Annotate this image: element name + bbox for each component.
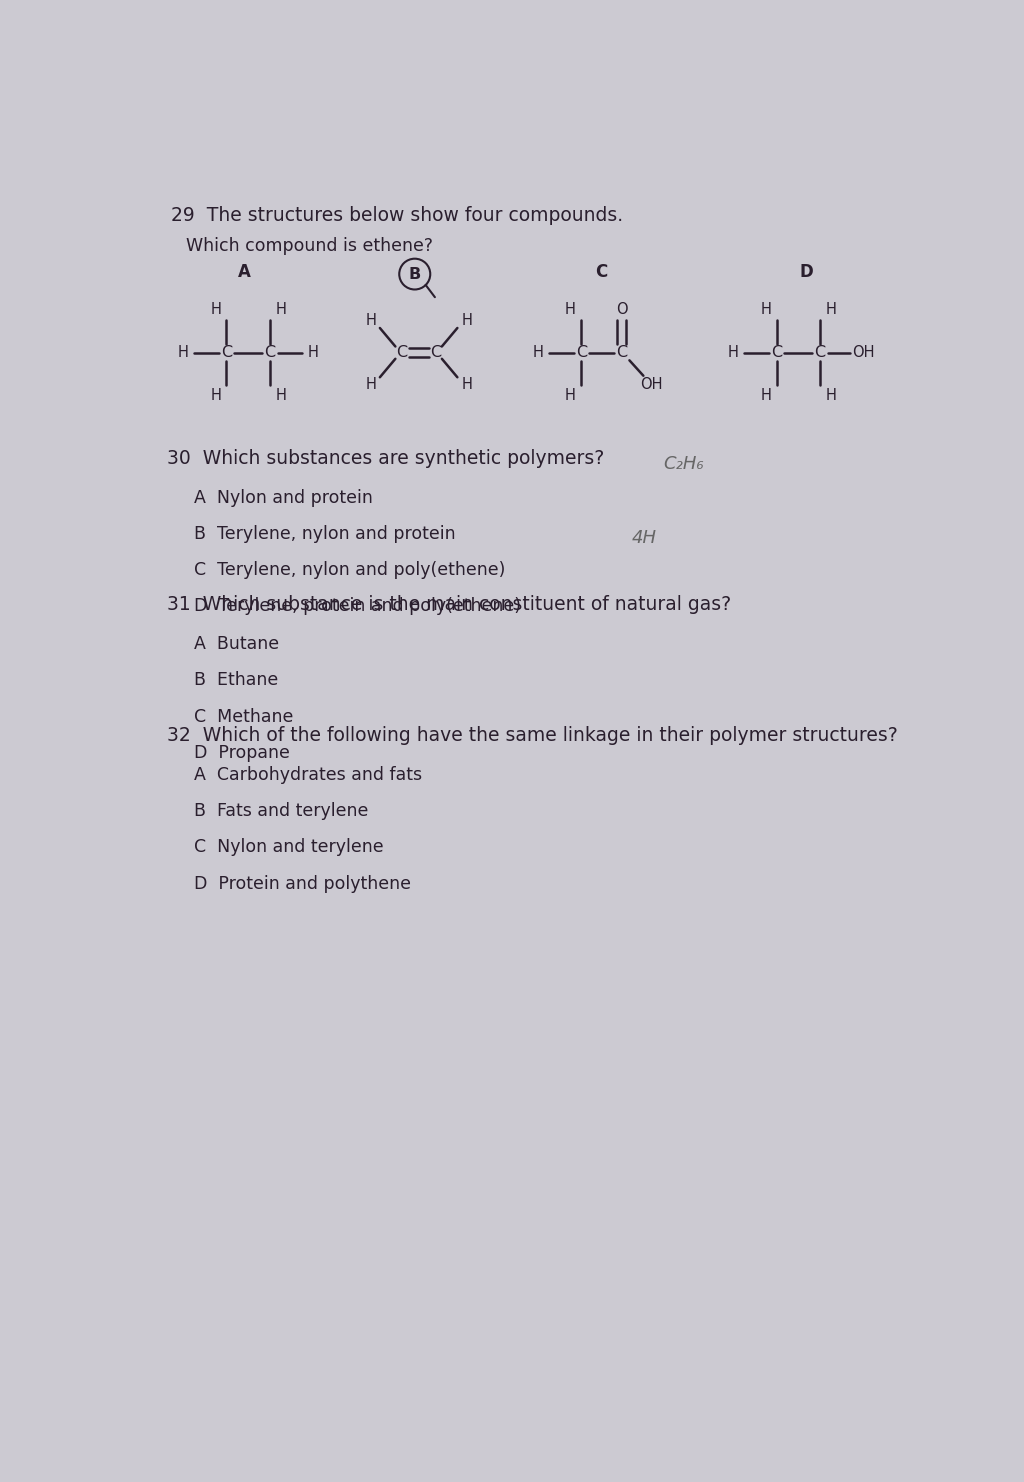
Text: OH: OH	[852, 345, 874, 360]
Text: 4H: 4H	[632, 529, 656, 547]
Text: D  Protein and polythene: D Protein and polythene	[194, 874, 411, 892]
Text: H: H	[532, 345, 544, 360]
Text: C: C	[771, 345, 782, 360]
Text: C  Terylene, nylon and poly(ethene): C Terylene, nylon and poly(ethene)	[194, 562, 505, 579]
Text: A  Butane: A Butane	[194, 636, 279, 654]
Text: H: H	[210, 302, 221, 317]
Text: H: H	[565, 302, 575, 317]
Text: C  Nylon and terylene: C Nylon and terylene	[194, 839, 384, 857]
Text: C: C	[814, 345, 825, 360]
Text: C: C	[575, 345, 587, 360]
Text: B  Terylene, nylon and protein: B Terylene, nylon and protein	[194, 525, 456, 542]
Text: C: C	[595, 262, 607, 280]
Text: H: H	[177, 345, 188, 360]
Text: H: H	[308, 345, 318, 360]
Text: H: H	[275, 302, 286, 317]
Text: H: H	[761, 302, 771, 317]
Text: C: C	[396, 345, 408, 360]
Text: A: A	[238, 262, 251, 280]
Text: H: H	[366, 313, 376, 328]
Text: O: O	[615, 302, 628, 317]
Text: C: C	[430, 345, 441, 360]
Text: H: H	[461, 378, 472, 393]
Text: OH: OH	[640, 378, 663, 393]
Text: H: H	[461, 313, 472, 328]
Text: H: H	[565, 388, 575, 403]
Text: B  Fats and terylene: B Fats and terylene	[194, 802, 369, 821]
Text: D  Propane: D Propane	[194, 744, 290, 762]
Text: D: D	[800, 262, 813, 280]
Text: C: C	[616, 345, 628, 360]
Text: C: C	[221, 345, 232, 360]
Text: H: H	[275, 388, 286, 403]
Text: C: C	[264, 345, 275, 360]
Text: H: H	[366, 378, 376, 393]
Text: B: B	[409, 267, 421, 282]
Text: A  Carbohydrates and fats: A Carbohydrates and fats	[194, 766, 422, 784]
Text: 29  The structures below show four compounds.: 29 The structures below show four compou…	[171, 206, 623, 225]
Text: Which compound is ethene?: Which compound is ethene?	[186, 237, 433, 255]
Text: H: H	[210, 388, 221, 403]
Text: D  Terylene, protein and poly(ethene): D Terylene, protein and poly(ethene)	[194, 597, 521, 615]
Text: H: H	[825, 302, 837, 317]
Text: C₂H₆: C₂H₆	[663, 455, 703, 473]
Text: C  Methane: C Methane	[194, 707, 293, 726]
Text: 31  Which substance is the main constituent of natural gas?: 31 Which substance is the main constitue…	[167, 596, 731, 614]
Text: H: H	[825, 388, 837, 403]
Text: 32  Which of the following have the same linkage in their polymer structures?: 32 Which of the following have the same …	[167, 726, 897, 745]
Text: A  Nylon and protein: A Nylon and protein	[194, 489, 373, 507]
Text: H: H	[761, 388, 771, 403]
Text: B  Ethane: B Ethane	[194, 671, 279, 689]
Text: 30  Which substances are synthetic polymers?: 30 Which substances are synthetic polyme…	[167, 449, 604, 468]
Text: H: H	[728, 345, 738, 360]
